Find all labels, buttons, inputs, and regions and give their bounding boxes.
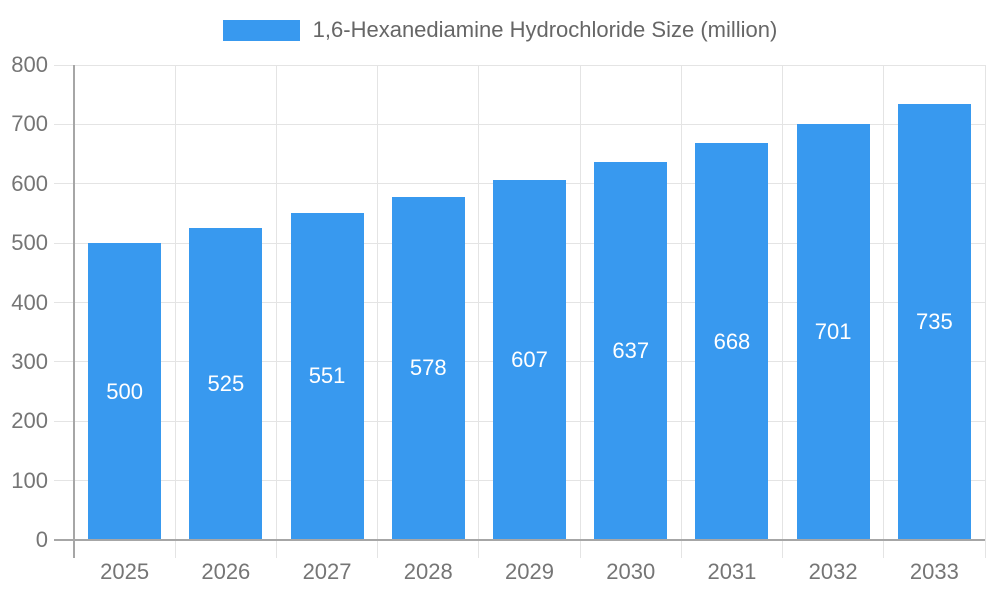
bar-2032: 701 [796,123,870,540]
bar-2033: 735 [897,103,971,540]
gridline-x-2028 [478,65,480,558]
bar-2031: 668 [695,143,769,540]
y-tick-label: 800 [11,52,48,77]
x-tick-label-2029: 2029 [505,559,554,584]
x-tick-label-2033: 2033 [909,559,959,584]
bar-value-label: 668 [713,328,751,354]
y-tick-label: 400 [11,289,48,315]
bar-value-label: 500 [106,378,143,404]
x-tick-label-2027: 2027 [302,559,352,584]
x-tick-label-2030: 2030 [606,559,656,584]
bar-value-label: 607 [511,346,548,372]
bar-2030: 637 [594,161,668,540]
bar-2029: 607 [493,179,566,540]
y-tick-label: 100 [11,467,48,493]
gridline-x-2029 [579,65,581,558]
bar-value-label: 578 [409,355,447,381]
x-tick-label-2032: 2032 [808,559,858,584]
gridline-x-2033 [984,65,986,558]
bar-2027: 551 [290,212,364,540]
y-tick-label: 200 [11,408,48,434]
gridline-y-700 [54,123,985,125]
x-tick-label-2025: 2025 [100,559,150,584]
y-axis-line [73,65,75,558]
plot-area: 500 525 551 578 607 637 668 701 735 [54,64,986,558]
bar-value-label: 735 [916,308,953,334]
chart-legend: 1,6-Hexanediamine Hydrochloride Size (mi… [0,15,1000,45]
gridline-y-800 [54,64,985,66]
gridline-x-2027 [377,65,379,558]
gridline-x-2030 [680,65,682,558]
x-tick-label-2028: 2028 [403,559,453,584]
y-tick-label: 500 [11,230,48,256]
bar-2025: 500 [88,243,162,540]
bar-value-label: 525 [207,371,245,397]
gridline-x-2032 [883,65,885,558]
x-tick-label-2031: 2031 [707,559,757,584]
y-tick-label: 300 [11,348,48,374]
gridline-x-2025 [174,65,176,558]
y-tick-label: 700 [11,111,48,137]
gridline-x-2031 [782,65,784,558]
x-tick-label-2026: 2026 [201,559,251,584]
gridline-x-2026 [275,65,277,558]
bar-value-label: 637 [612,337,650,363]
legend-label: 1,6-Hexanediamine Hydrochloride Size (mi… [312,17,778,42]
legend-swatch [222,19,300,41]
bar-value-label: 701 [814,318,852,344]
y-tick-label: 0 [35,527,48,552]
bar-2028: 578 [391,196,465,540]
x-axis-line [54,539,985,541]
y-tick-label: 600 [11,170,48,196]
bar-2026: 525 [189,228,263,540]
bar-value-label: 551 [308,363,346,389]
